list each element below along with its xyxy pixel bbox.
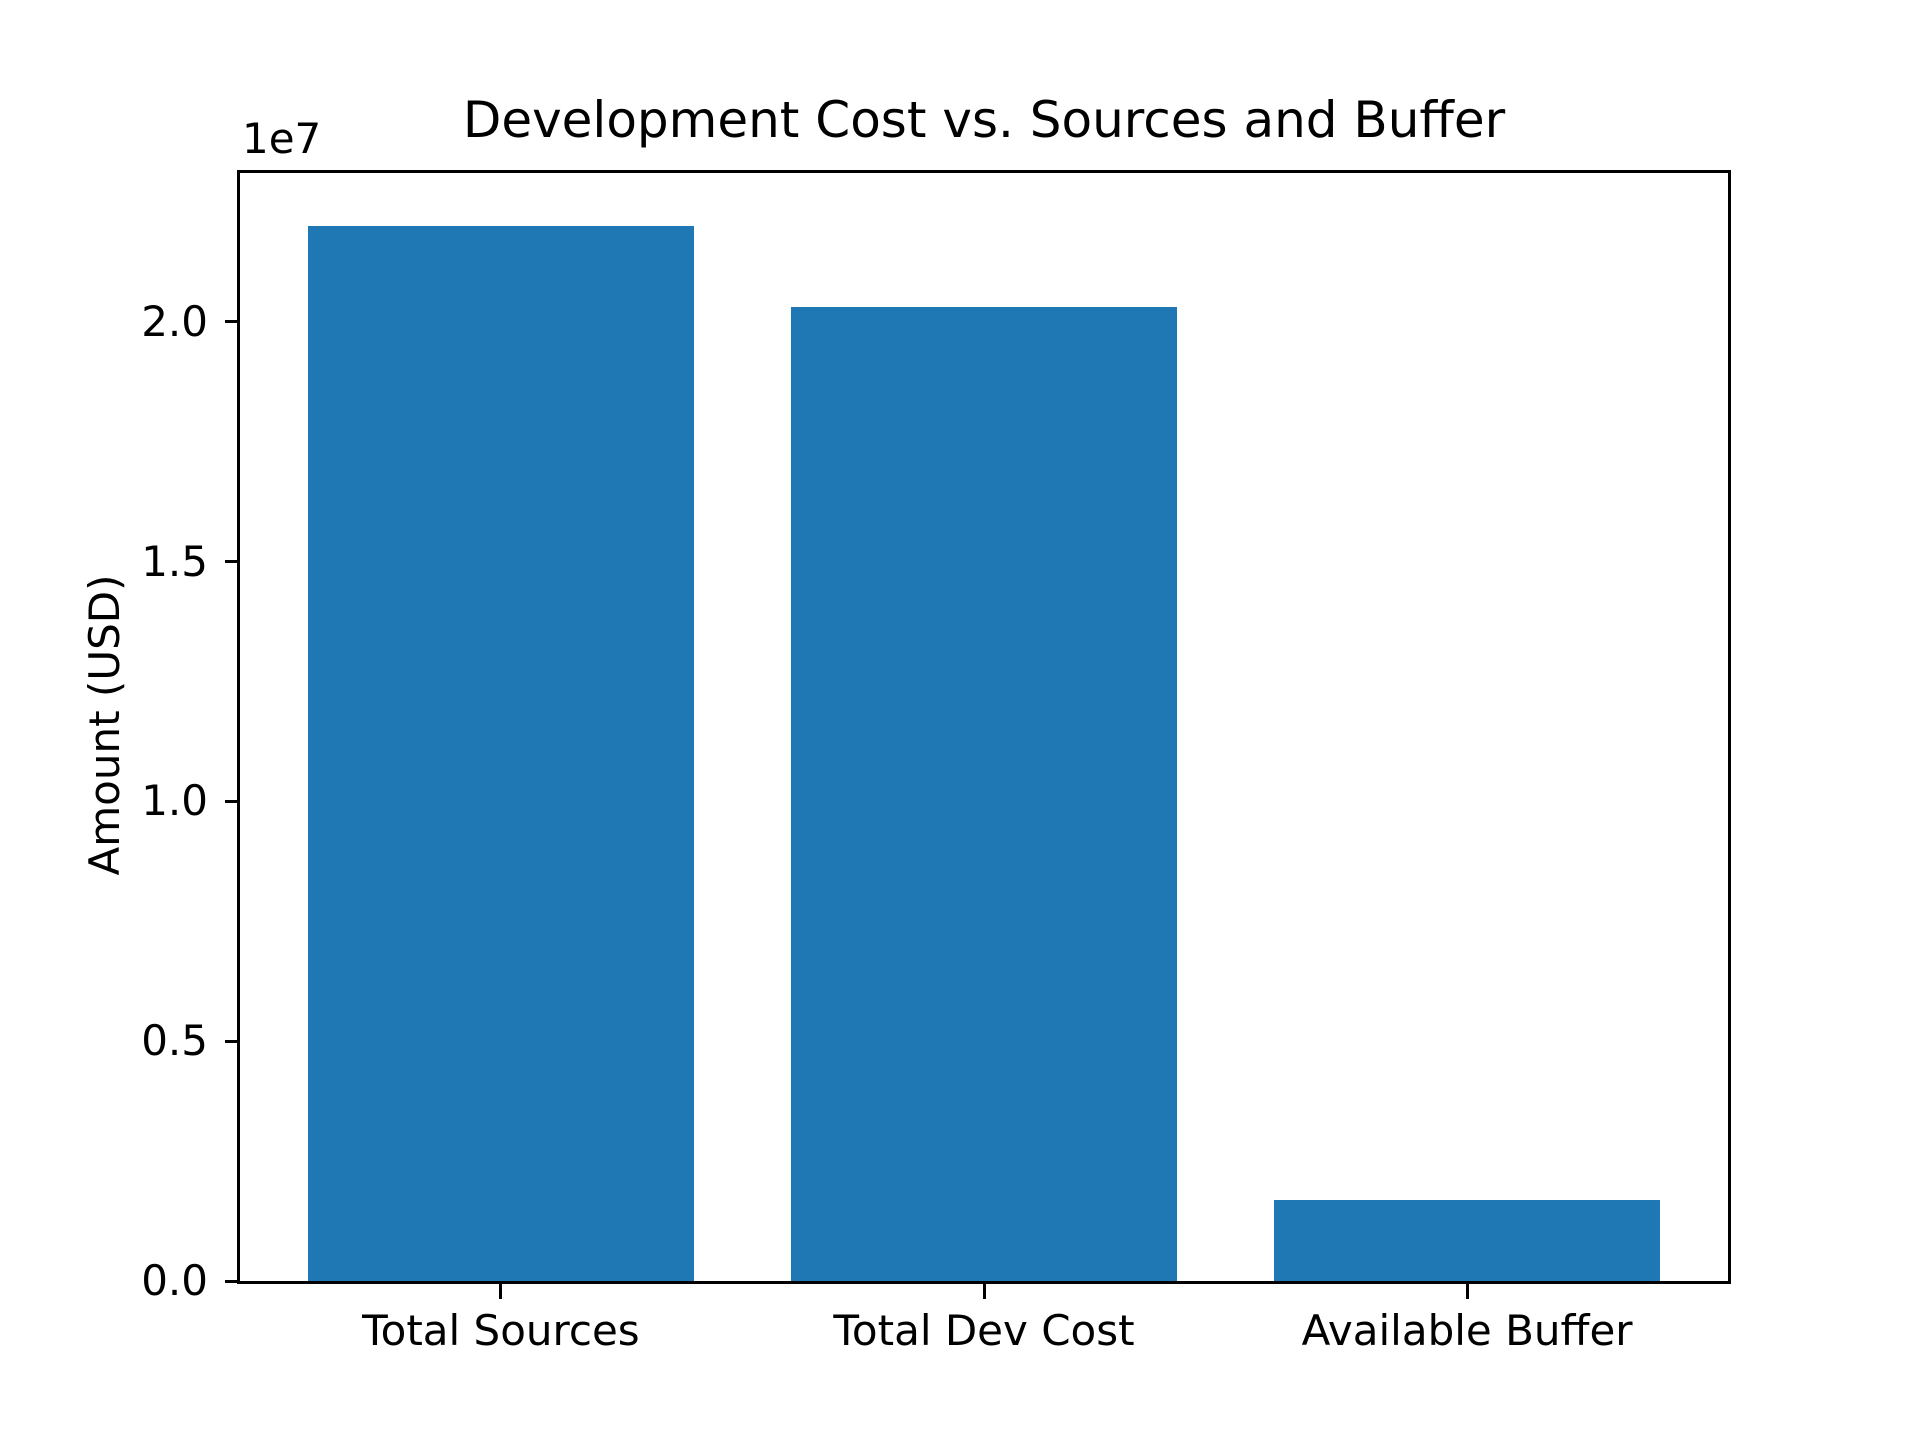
y-tick-label: 2.0 — [141, 296, 208, 346]
y-tick-label: 1.5 — [141, 536, 208, 586]
y-axis-label: Amount (USD) — [80, 574, 129, 876]
bar-total-dev-cost — [790, 307, 1178, 1281]
x-tick-mark — [499, 1284, 503, 1299]
x-tick-label: Available Buffer — [1301, 1306, 1633, 1355]
bar-total-sources — [307, 225, 695, 1281]
y-tick-mark — [225, 1279, 240, 1283]
y-tick-mark — [225, 799, 240, 803]
bar-available-buffer — [1273, 1199, 1661, 1281]
y-axis-offset-label: 1e7 — [242, 114, 322, 163]
x-tick-mark — [982, 1284, 986, 1299]
x-tick-label: Total Sources — [362, 1306, 640, 1355]
y-tick-label: 0.0 — [141, 1256, 208, 1305]
y-tick-mark — [225, 320, 240, 324]
y-tick-label: 0.5 — [141, 1016, 208, 1066]
y-tick-mark — [225, 1039, 240, 1043]
y-tick-mark — [225, 560, 240, 563]
x-tick-mark — [1465, 1284, 1469, 1299]
x-tick-label: Total Dev Cost — [833, 1306, 1135, 1355]
y-tick-label: 1.0 — [141, 776, 208, 826]
chart-title: Development Cost vs. Sources and Buffer — [462, 91, 1506, 149]
